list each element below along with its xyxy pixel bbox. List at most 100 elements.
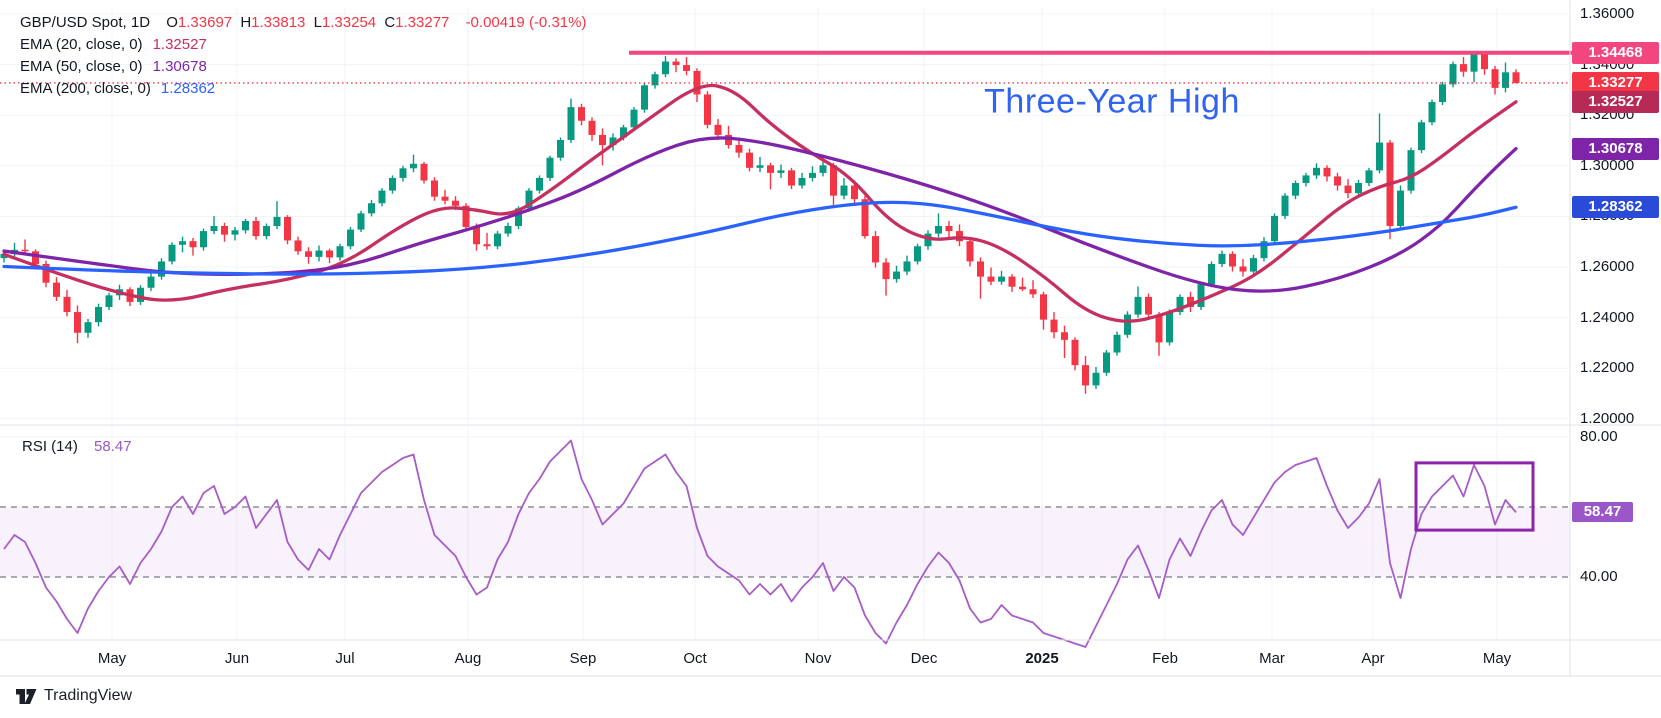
candle	[1113, 331, 1121, 356]
candle	[1208, 261, 1215, 288]
price-tick-label: 1.20000	[1580, 409, 1635, 427]
candle	[893, 265, 900, 283]
candle	[242, 218, 249, 234]
candle	[609, 133, 617, 151]
candle	[1460, 57, 1467, 77]
indicator-legend-row[interactable]: EMA (50, close, 0) 1.30678	[20, 56, 586, 78]
candle	[777, 164, 785, 178]
time-tick-label[interactable]: Feb	[1152, 650, 1178, 667]
indicator-label: EMA (20, close, 0)	[20, 36, 143, 53]
candle	[788, 167, 795, 190]
candle	[798, 172, 806, 189]
time-tick-label[interactable]: Mar	[1259, 650, 1285, 667]
rsi-highlight-box[interactable]	[1414, 461, 1535, 532]
candle	[1323, 165, 1331, 182]
time-tick-label[interactable]: Dec	[910, 650, 938, 667]
rsi-legend-row[interactable]: RSI (14) 58.47	[22, 438, 132, 455]
time-tick-label[interactable]: 2025	[1025, 650, 1059, 667]
candle	[168, 242, 176, 265]
time-tick-label[interactable]: Apr	[1361, 650, 1385, 667]
candle	[536, 175, 543, 194]
time-tick-label[interactable]: May	[97, 650, 127, 667]
candle	[1050, 312, 1058, 339]
candle	[462, 203, 470, 232]
ema-50-line	[2, 136, 1518, 293]
candle	[1449, 61, 1457, 88]
candle	[998, 270, 1005, 285]
rsi-band	[0, 507, 1570, 577]
candle	[714, 118, 722, 140]
candle	[494, 231, 501, 250]
candle	[179, 236, 186, 253]
price-tick-label: 1.22000	[1580, 359, 1635, 377]
candle	[420, 162, 428, 184]
price-change: -0.00419 (-0.31%)	[465, 14, 587, 31]
indicator-legend-row[interactable]: EMA (200, close, 0) 1.28362	[20, 78, 586, 100]
rsi-label: RSI (14)	[22, 438, 78, 455]
price-tick-label: 1.26000	[1580, 258, 1635, 275]
candle	[105, 292, 113, 311]
time-tick-label[interactable]: Oct	[683, 650, 707, 667]
rsi-tick-label: 80.00	[1580, 428, 1618, 445]
time-tick-label[interactable]: May	[1482, 650, 1512, 667]
candle	[452, 196, 459, 211]
candle	[326, 248, 333, 264]
candle	[53, 277, 60, 301]
candle	[1124, 311, 1131, 338]
candle	[1187, 291, 1194, 313]
ohlc-low-label: L	[313, 14, 322, 31]
candle	[620, 124, 627, 141]
candle	[1502, 62, 1509, 93]
candle	[987, 267, 995, 286]
candle	[1134, 286, 1142, 318]
tradingview-logo-icon	[16, 688, 37, 704]
candle	[704, 91, 711, 129]
candle	[42, 260, 50, 288]
rsi-value-badge: 58.47	[1572, 502, 1633, 523]
candle	[1008, 274, 1016, 292]
candle	[914, 243, 921, 265]
symbol-legend-row[interactable]: GBP/USD Spot, 1D O1.33697 H1.33813 L1.33…	[20, 12, 586, 34]
candle	[851, 180, 858, 204]
time-tick-label[interactable]: Aug	[454, 650, 482, 667]
candle	[977, 257, 984, 299]
candle	[1029, 280, 1037, 298]
candle	[95, 303, 102, 327]
candle	[273, 201, 281, 230]
indicator-value: 1.30678	[152, 58, 207, 75]
tradingview-attribution[interactable]: TradingView	[16, 687, 132, 705]
indicator-legend-row[interactable]: EMA (20, close, 0) 1.32527	[20, 34, 586, 56]
ohlc-open-value: 1.33697	[177, 14, 233, 31]
time-tick-label[interactable]: Jul	[335, 650, 355, 667]
time-tick-label[interactable]: Sep	[569, 650, 597, 667]
candle	[1397, 185, 1404, 230]
candle	[882, 258, 890, 296]
candle	[1239, 258, 1247, 277]
candle	[1166, 309, 1173, 346]
candle	[305, 247, 312, 264]
price-badge: 1.28362	[1572, 196, 1659, 219]
candle	[1407, 147, 1415, 194]
candle	[1071, 337, 1079, 371]
price-badge: 1.32527	[1572, 90, 1659, 113]
candle	[368, 199, 375, 217]
ema-200-line	[2, 200, 1518, 276]
time-tick-label[interactable]: Nov	[804, 650, 832, 667]
time-tick-label[interactable]: Jun	[224, 650, 250, 667]
ohlc-open-label: O	[166, 14, 178, 31]
ohlc-high-label: H	[240, 14, 252, 31]
candle	[1386, 139, 1394, 240]
candle	[284, 215, 291, 245]
three-year-high-annotation[interactable]: Three-Year High	[984, 82, 1240, 121]
candle	[515, 206, 522, 230]
candle	[221, 222, 228, 242]
candle	[1019, 277, 1026, 292]
candle	[1512, 69, 1520, 84]
ohlc-close-label: C	[384, 14, 396, 31]
candle	[32, 249, 39, 269]
candle	[137, 285, 144, 305]
rsi-tick-label: 40.00	[1580, 568, 1618, 585]
candle	[63, 289, 71, 317]
